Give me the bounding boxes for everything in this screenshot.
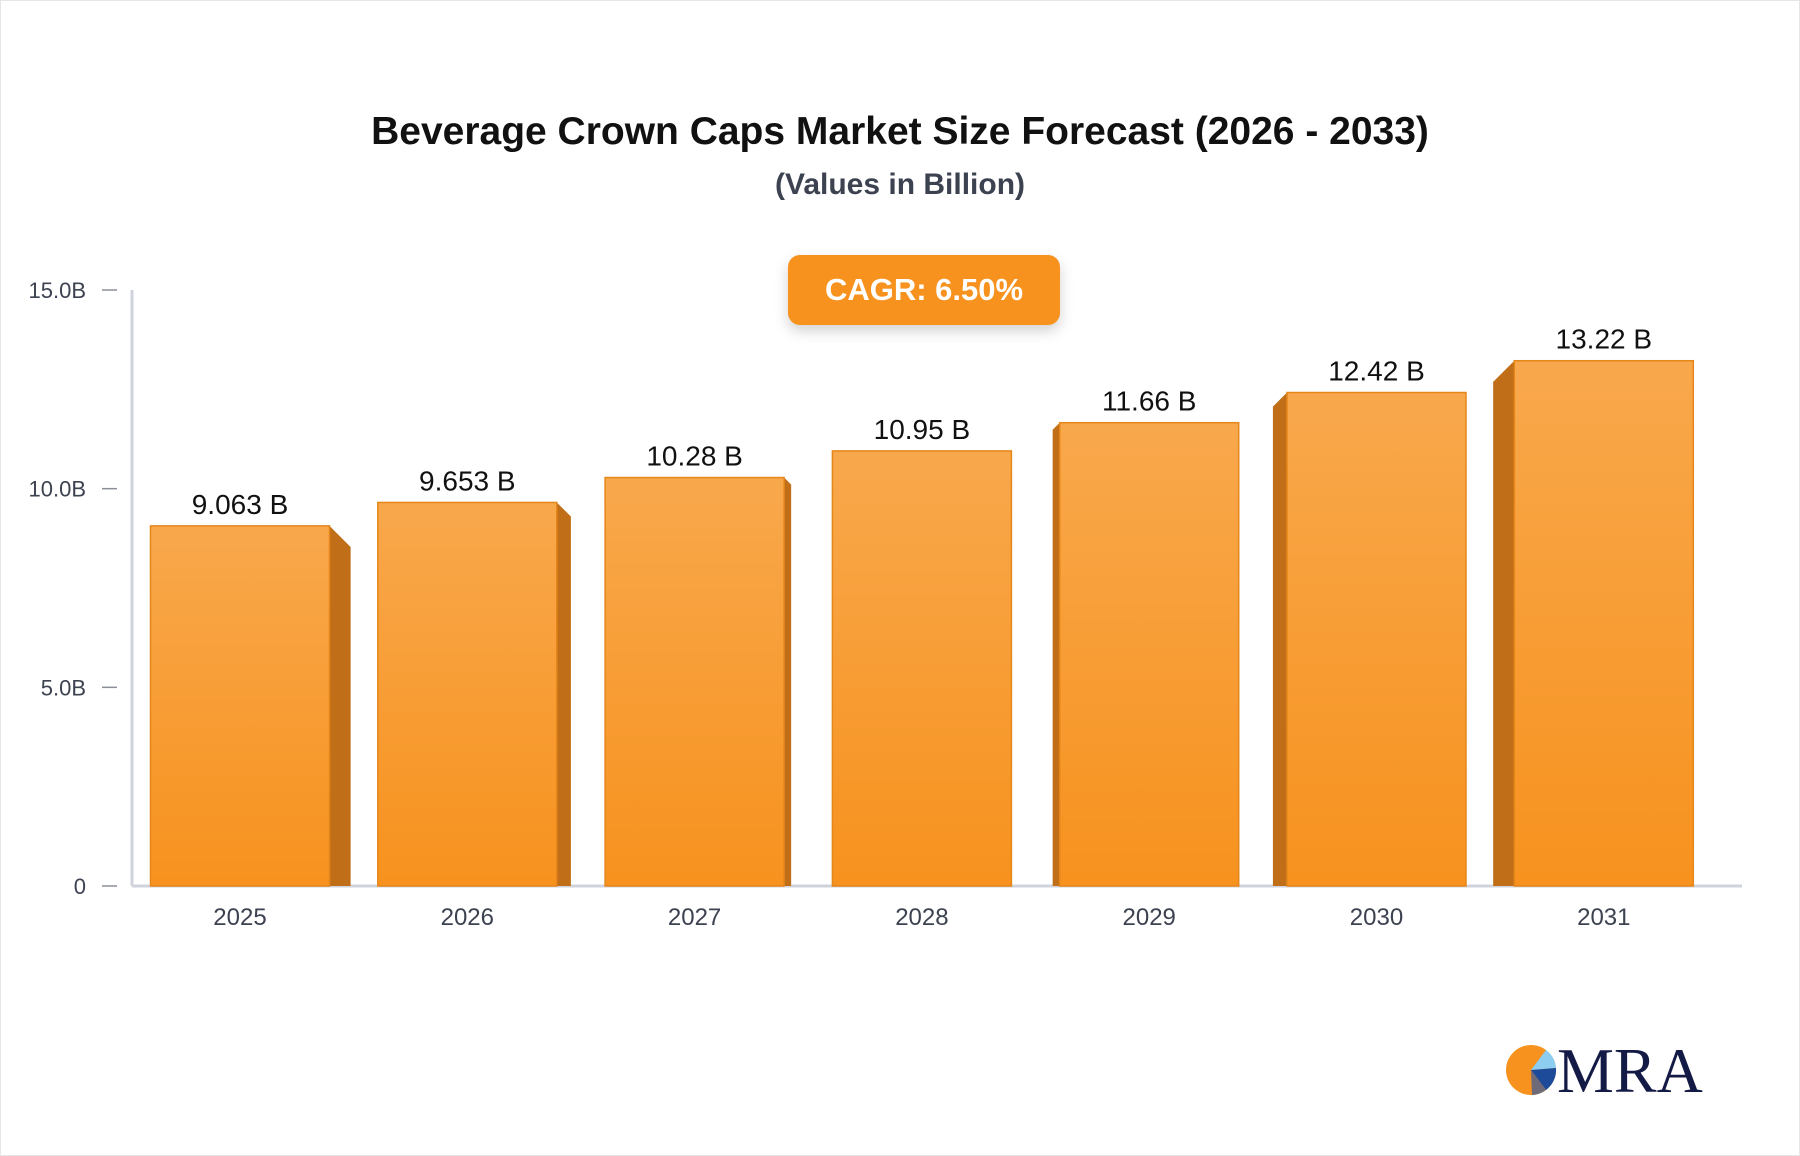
x-tick-label: 2029	[1123, 904, 1176, 931]
x-tick-label: 2025	[213, 904, 266, 931]
mra-logo: MRA	[1506, 1035, 1703, 1106]
data-label: 13.22 B	[1556, 324, 1653, 355]
y-tick-label: 5.0B	[41, 675, 86, 700]
bar-side-2030	[1272, 392, 1287, 886]
data-label: 10.28 B	[646, 441, 743, 472]
y-tick-label: 0	[74, 874, 86, 899]
x-tick-label: 2027	[668, 904, 721, 931]
bar-side-2025	[329, 525, 351, 886]
logo-text: MRA	[1557, 1035, 1703, 1106]
chart-title: Beverage Crown Caps Market Size Forecast…	[371, 110, 1429, 153]
bar-side-2027	[784, 477, 792, 886]
bar-2026	[377, 501, 558, 887]
data-label: 9.653 B	[419, 465, 516, 496]
data-label: 10.95 B	[874, 414, 971, 445]
data-label: 12.42 B	[1328, 356, 1425, 387]
bar-2027	[604, 476, 785, 887]
bar-side-2029	[1052, 422, 1060, 886]
x-tick-label: 2031	[1577, 904, 1630, 931]
bar-side-2026	[556, 502, 571, 886]
bar-2030	[1286, 391, 1467, 887]
bar-2025	[149, 525, 331, 887]
bar-2031	[1513, 359, 1695, 887]
data-label: 11.66 B	[1102, 386, 1196, 417]
bar-2029	[1058, 421, 1240, 887]
x-tick-label: 2026	[441, 904, 494, 931]
bar-side-2031	[1493, 360, 1515, 886]
chart-subtitle: (Values in Billion)	[774, 168, 1026, 201]
x-tick-label: 2030	[1350, 904, 1403, 931]
y-tick-label: 15.0B	[29, 278, 87, 303]
data-label: 9.063 B	[192, 489, 289, 520]
x-tick-label: 2028	[895, 904, 948, 931]
y-tick-label: 10.0B	[29, 477, 87, 502]
cagr-badge: CAGR: 6.50%	[788, 255, 1060, 325]
bar-2028	[831, 450, 1013, 887]
